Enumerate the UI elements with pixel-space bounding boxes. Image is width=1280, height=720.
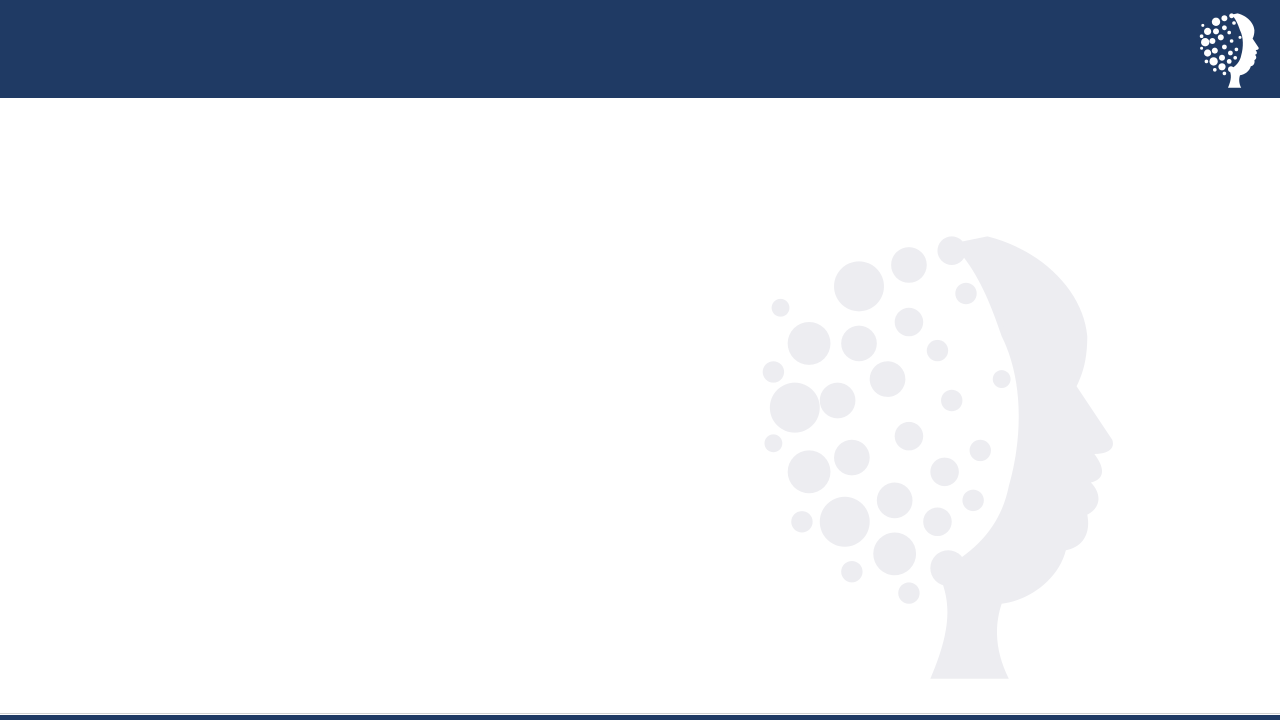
logo-head-icon: [1199, 13, 1259, 88]
footer-bar: [0, 715, 1280, 720]
footer-hairline: [0, 713, 1280, 714]
wise-guy-reports-logo: [1197, 9, 1270, 91]
chart-header: [0, 0, 1280, 98]
watermark-head-icon: [762, 236, 1113, 679]
